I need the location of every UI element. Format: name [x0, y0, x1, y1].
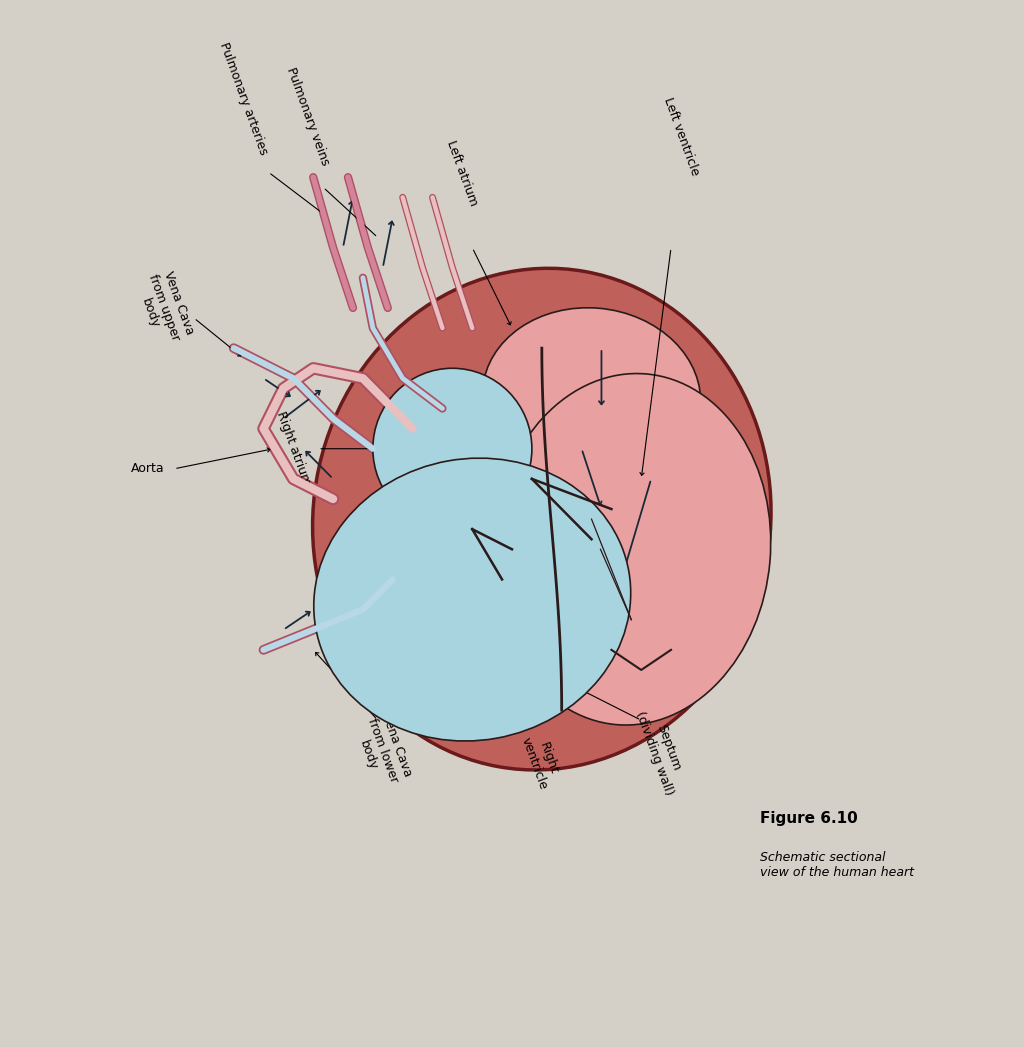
Text: Left atrium: Left atrium	[444, 138, 480, 207]
Text: Left ventricle: Left ventricle	[660, 95, 701, 177]
Ellipse shape	[313, 459, 631, 741]
Text: Pulmonary arteries: Pulmonary arteries	[217, 41, 270, 157]
Text: Vena Cava
from lower
body: Vena Cava from lower body	[351, 711, 415, 789]
Ellipse shape	[373, 369, 531, 529]
Ellipse shape	[312, 268, 771, 770]
Text: Septum
(dividing wall): Septum (dividing wall)	[633, 704, 689, 797]
Text: Vena Cava
from upper
body: Vena Cava from upper body	[132, 268, 197, 348]
Ellipse shape	[482, 308, 700, 489]
Text: Aorta: Aorta	[130, 463, 164, 475]
Ellipse shape	[492, 374, 771, 725]
Text: Right
ventricle: Right ventricle	[519, 730, 564, 790]
Text: Right atrium: Right atrium	[273, 409, 312, 488]
Text: Pulmonary veins: Pulmonary veins	[285, 65, 332, 168]
Text: Schematic sectional
view of the human heart: Schematic sectional view of the human he…	[761, 851, 914, 879]
Text: Figure 6.10: Figure 6.10	[761, 810, 858, 826]
